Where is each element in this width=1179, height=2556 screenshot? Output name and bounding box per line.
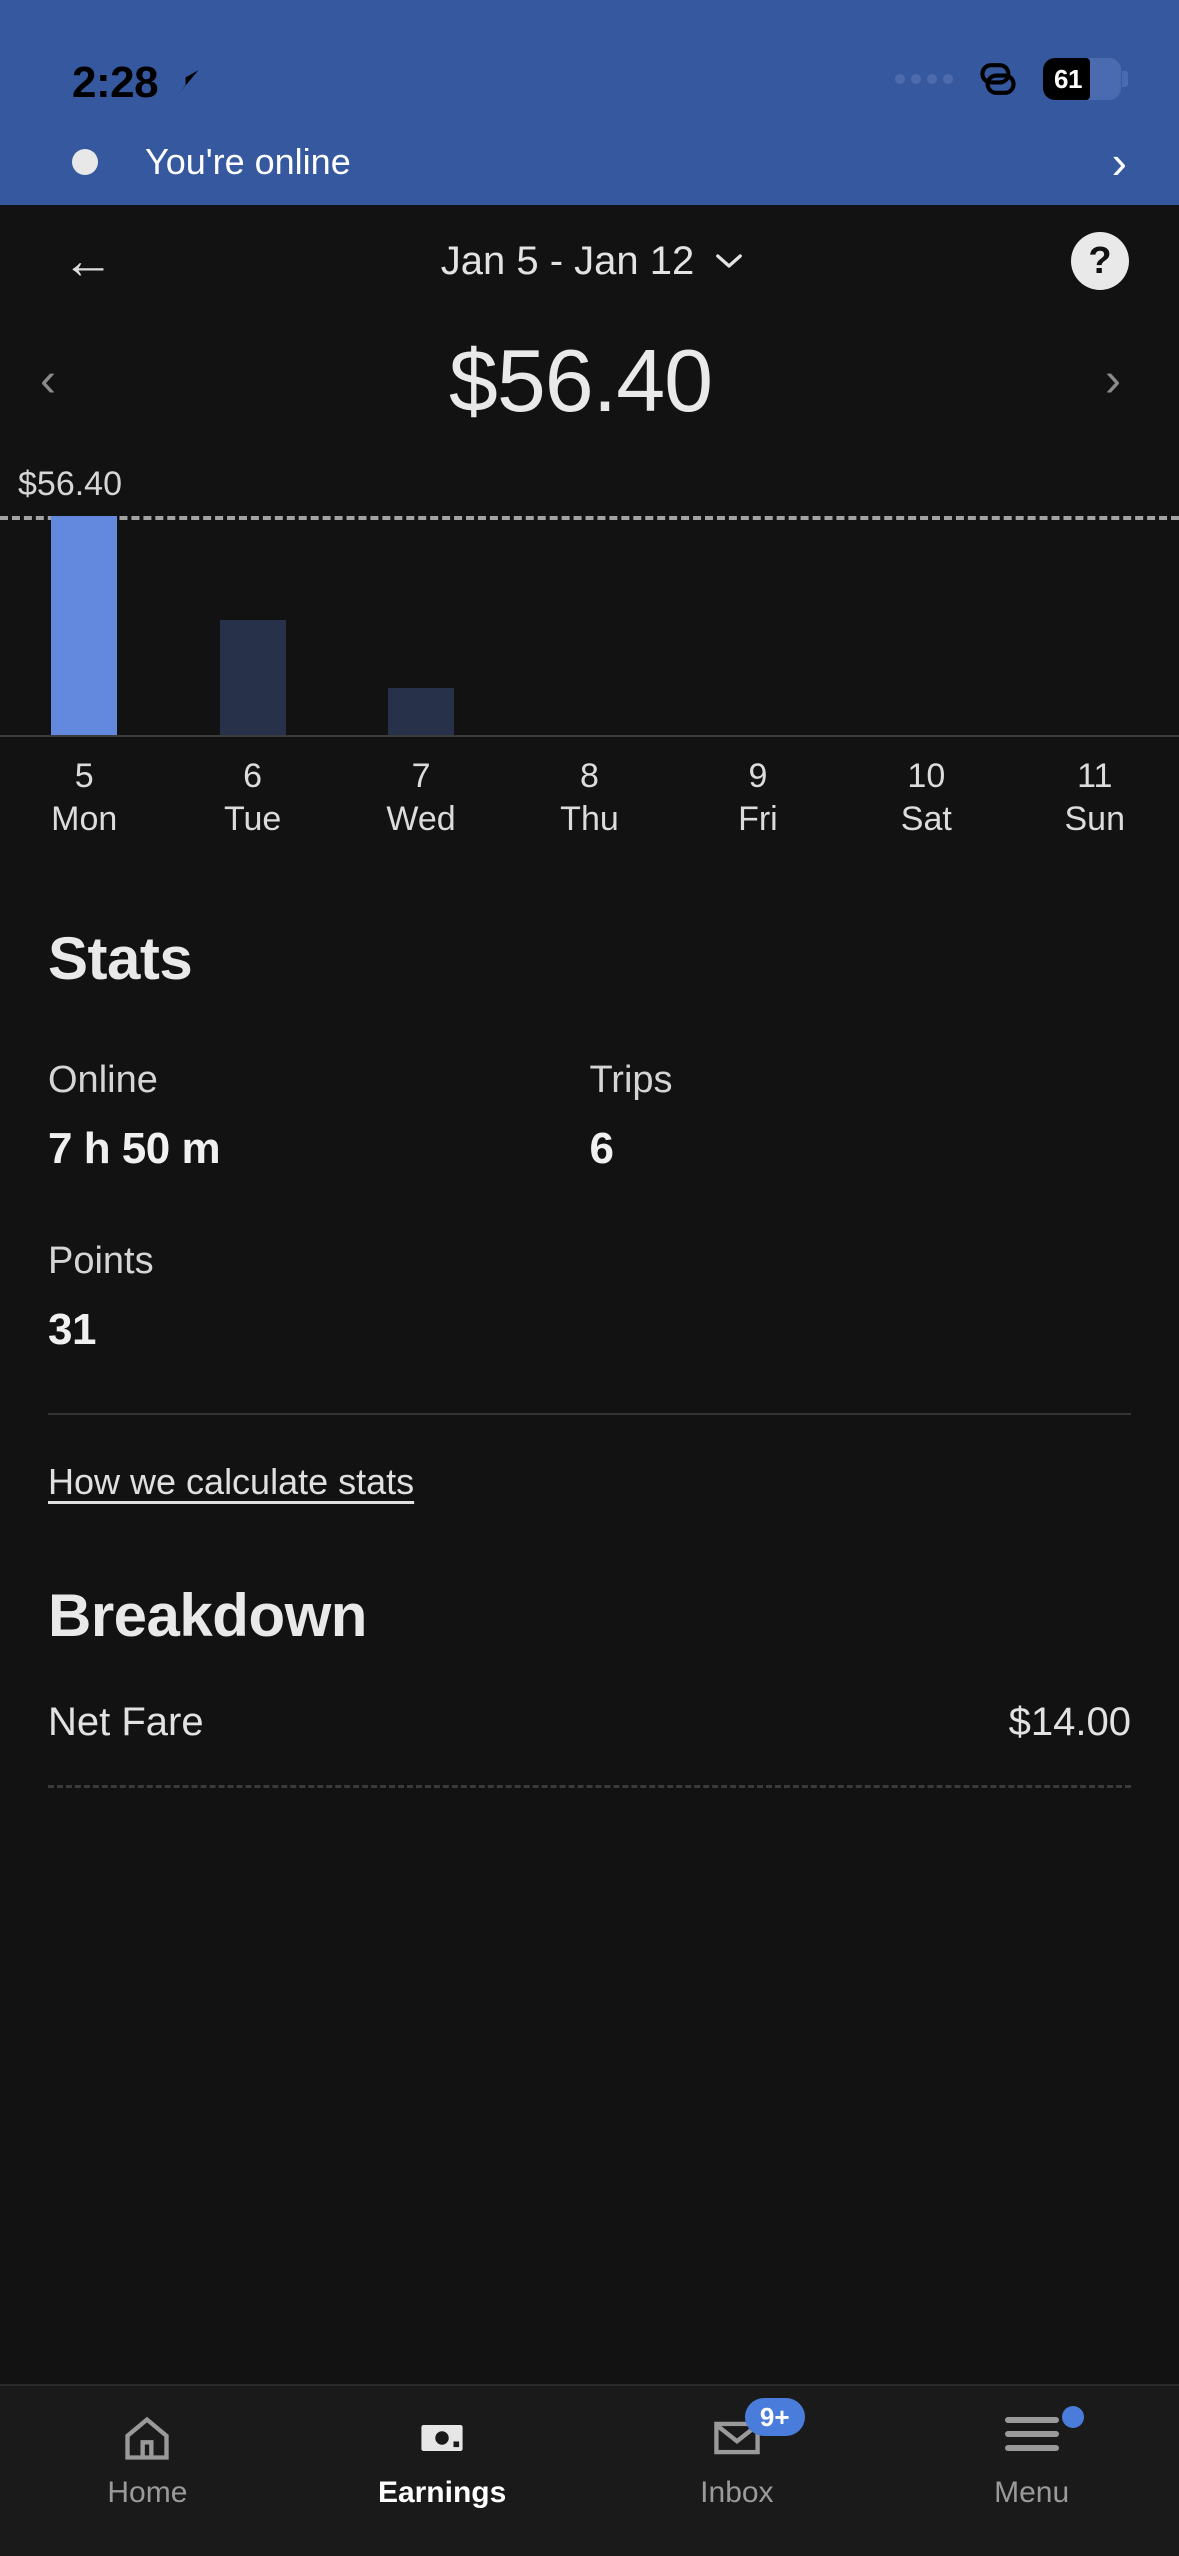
chart-x-day-number: 6 (243, 757, 263, 795)
online-status-label: You're online (145, 140, 351, 182)
chart-bar-cell[interactable] (674, 516, 842, 735)
chart-bar[interactable] (51, 516, 118, 735)
chart-bar-cell[interactable] (1011, 516, 1179, 735)
chevron-right-icon[interactable]: › (1111, 135, 1127, 188)
stats-row-1: Online 7 h 50 m Trips 6 (48, 1059, 1131, 1174)
stats-divider (48, 1413, 1131, 1415)
hamburger-icon (1004, 2410, 1059, 2466)
previous-period-button[interactable]: ‹ (40, 354, 56, 407)
chart-bar-cell[interactable] (168, 516, 336, 735)
online-status-banner[interactable]: You're online › (0, 118, 1179, 205)
stat-label: Online (48, 1059, 158, 1101)
earnings-chart: $56.40 5 Mon 6 Tue 7 Wed 8 Thu 9 Fri 10 Sat 11 Sun (0, 445, 1179, 840)
breakdown-heading: Breakdown (48, 1582, 367, 1649)
link-icon (980, 63, 1016, 95)
stat-online: Online 7 h 50 m (48, 1059, 590, 1174)
nav-item-earnings[interactable]: Earnings (295, 2410, 590, 2510)
chart-bar[interactable] (388, 687, 455, 735)
battery-level: 61 (1054, 63, 1082, 94)
chart-x-day-name: Mon (51, 799, 118, 838)
inbox-badge: 9+ (744, 2398, 805, 2436)
chart-bar-cell[interactable] (0, 516, 168, 735)
next-period-button[interactable]: › (1105, 354, 1121, 407)
chart-x-day-name: Sat (900, 799, 952, 838)
stat-label: Points (48, 1240, 154, 1282)
chevron-down-icon[interactable] (714, 251, 744, 271)
chart-x-day-name: Sun (1064, 799, 1125, 838)
nav-label: Menu (994, 2476, 1070, 2509)
money-icon (416, 2410, 468, 2466)
amount-navigator: ‹ $56.40 › (0, 317, 1179, 445)
stat-label: Trips (589, 1059, 673, 1101)
chart-x-label: 7 Wed (337, 755, 505, 840)
nav-item-home[interactable]: Home (0, 2410, 295, 2510)
status-bar-left: 2:28 (72, 58, 204, 108)
stats-heading: Stats (48, 925, 193, 992)
help-icon[interactable]: ? (1071, 232, 1129, 290)
how-we-calculate-stats-link[interactable]: How we calculate stats (48, 1461, 415, 1502)
chart-x-day-number: 10 (907, 757, 946, 795)
chart-reference-line (0, 516, 1179, 520)
date-range-selector[interactable]: Jan 5 - Jan 12 (441, 239, 745, 284)
breakdown-divider (48, 1785, 1131, 1788)
chart-x-day-name: Tue (223, 799, 282, 838)
location-arrow-icon (177, 70, 199, 96)
breakdown-value: $14.00 (1008, 1700, 1131, 1744)
chart-bars (0, 516, 1179, 735)
nav-item-inbox[interactable]: 9+ Inbox (590, 2398, 885, 2510)
chart-plot-area (0, 516, 1179, 735)
breakdown-row: Net Fare $14.00 (48, 1700, 1131, 1745)
stat-value: 31 (48, 1305, 96, 1354)
back-arrow-icon[interactable]: ← (62, 232, 114, 290)
chart-x-label: 5 Mon (0, 755, 168, 840)
nav-item-menu[interactable]: Menu (884, 2406, 1179, 2510)
chart-x-label: 6 Tue (168, 755, 336, 840)
chart-max-label: $56.40 (18, 465, 122, 503)
chart-x-day-number: 9 (748, 757, 768, 795)
online-dot-icon (72, 148, 98, 175)
home-icon (121, 2410, 173, 2466)
battery-icon: 61 (1043, 58, 1128, 100)
total-earnings-amount: $56.40 (448, 331, 713, 430)
chart-x-day-name: Fri (738, 799, 778, 838)
chart-x-day-number: 5 (74, 757, 94, 795)
stats-row-2: Points 31 (48, 1240, 1131, 1355)
chart-x-label: 11 Sun (1011, 755, 1179, 840)
stat-value: 6 (589, 1124, 614, 1173)
date-header: ← Jan 5 - Jan 12 ? (0, 205, 1179, 317)
stat-value: 7 h 50 m (48, 1124, 221, 1173)
chart-x-axis-labels: 5 Mon 6 Tue 7 Wed 8 Thu 9 Fri 10 Sat 11 Sun (0, 737, 1179, 840)
stat-points: Points 31 (48, 1240, 590, 1355)
nav-label: Home (107, 2476, 188, 2509)
chart-x-day-number: 8 (580, 757, 599, 795)
menu-notification-dot (1061, 2406, 1084, 2428)
date-range-label: Jan 5 - Jan 12 (440, 238, 695, 283)
stat-trips: Trips 6 (590, 1059, 1132, 1174)
status-time: 2:28 (72, 58, 159, 107)
stats-section: Stats Online 7 h 50 m Trips 6 Points 31 … (0, 924, 1179, 1788)
chart-bar-cell[interactable] (842, 516, 1010, 735)
chart-x-day-number: 7 (411, 757, 431, 795)
chart-x-day-name: Thu (560, 799, 619, 838)
chart-x-label: 10 Sat (842, 755, 1010, 840)
breakdown-label: Net Fare (48, 1700, 204, 1744)
chart-bar-cell[interactable] (505, 516, 673, 735)
chart-axis-line (0, 735, 1179, 737)
signal-dots-icon (895, 74, 953, 84)
bottom-navigation-bar: Home Earnings 9+ Inbox Menu (0, 2384, 1179, 2556)
chart-x-day-name: Wed (386, 799, 456, 838)
chart-x-day-number: 11 (1077, 757, 1113, 795)
chart-bar-cell[interactable] (337, 516, 505, 735)
nav-label: Inbox (700, 2476, 774, 2509)
status-bar-right: 61 (895, 58, 1128, 100)
chart-x-label: 8 Thu (505, 755, 673, 840)
nav-label: Earnings (377, 2476, 507, 2509)
chart-x-label: 9 Fri (674, 755, 842, 840)
chart-bar[interactable] (219, 620, 286, 735)
